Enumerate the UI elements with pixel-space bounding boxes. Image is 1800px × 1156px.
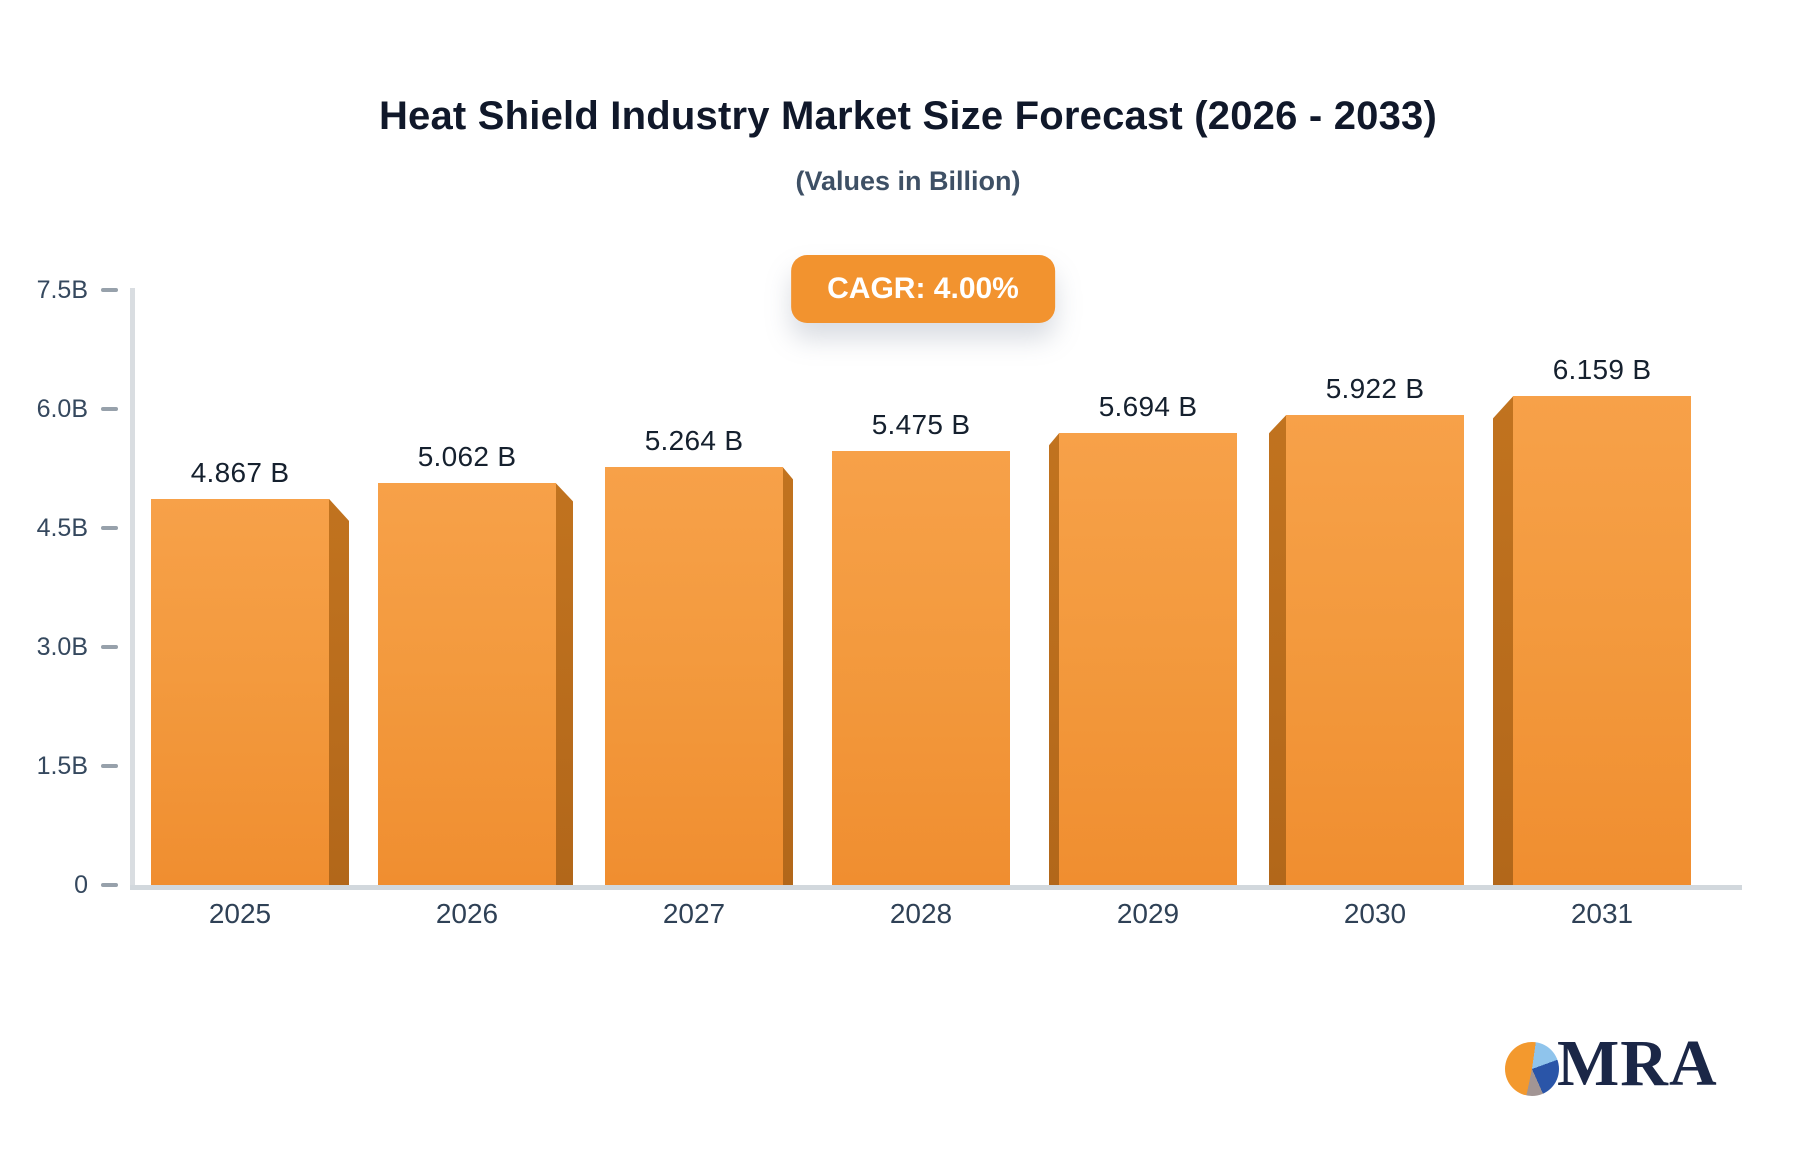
y-axis-tick-mark: [101, 764, 118, 768]
y-axis-tick-label: 4.5B: [36, 514, 88, 542]
bar-side-2026: [556, 483, 573, 885]
bar-2029: [1059, 433, 1237, 885]
x-axis-category-label: 2027: [662, 898, 726, 929]
bar-value-label: 6.159 B: [1552, 354, 1652, 386]
mra-logo: MRA: [1505, 1027, 1745, 1110]
y-axis-tick-mark: [101, 407, 118, 411]
cagr-badge: CAGR: 4.00%: [791, 255, 1055, 323]
x-axis-category-label: 2030: [1343, 898, 1407, 929]
y-axis-tick-label: 1.5B: [36, 752, 88, 780]
bar-2026: [378, 483, 556, 885]
bar-side-2029: [1049, 433, 1059, 885]
x-axis-category-label: 2026: [435, 898, 499, 929]
chart-subtitle: (Values in Billion): [795, 166, 1021, 196]
x-axis-category-label: 2029: [1116, 898, 1180, 929]
bar-value-label: 5.922 B: [1325, 373, 1425, 405]
bar-2025: [151, 498, 329, 885]
x-axis-category-label: 2031: [1570, 898, 1634, 929]
y-axis-line: [130, 288, 135, 890]
bar-side-2030: [1269, 415, 1286, 885]
y-axis-tick-label: 6.0B: [36, 395, 88, 423]
bar-value-label: 5.062 B: [417, 441, 517, 473]
y-axis-tick-label: 0: [74, 871, 88, 899]
x-axis-category-label: 2025: [208, 898, 272, 929]
bar-value-label: 5.694 B: [1098, 391, 1198, 423]
bar-value-label: 4.867 B: [190, 456, 290, 488]
y-axis-tick-label: 7.5B: [36, 276, 88, 304]
y-axis-tick-label: 3.0B: [36, 633, 88, 661]
bar-side-2025: [329, 498, 349, 885]
bar-2028: [832, 450, 1010, 885]
bar-2031: [1513, 396, 1691, 885]
bar-side-2027: [783, 467, 793, 885]
x-axis-line: [130, 885, 1742, 890]
bar-2027: [605, 467, 783, 885]
bar-side-2031: [1493, 396, 1513, 885]
y-axis-tick-mark: [101, 883, 118, 887]
bar-value-label: 5.475 B: [871, 408, 971, 440]
y-axis-tick-mark: [101, 288, 118, 292]
bar-2030: [1286, 415, 1464, 885]
pie-chart-logo-icon: [1505, 1042, 1559, 1096]
x-axis-category-label: 2028: [889, 898, 953, 929]
chart-title: Heat Shield Industry Market Size Forecas…: [378, 94, 1438, 138]
logo-text: MRA: [1557, 1027, 1718, 1100]
y-axis-tick-mark: [101, 645, 118, 649]
bar-value-label: 5.264 B: [644, 425, 744, 457]
y-axis-tick-mark: [101, 526, 118, 530]
